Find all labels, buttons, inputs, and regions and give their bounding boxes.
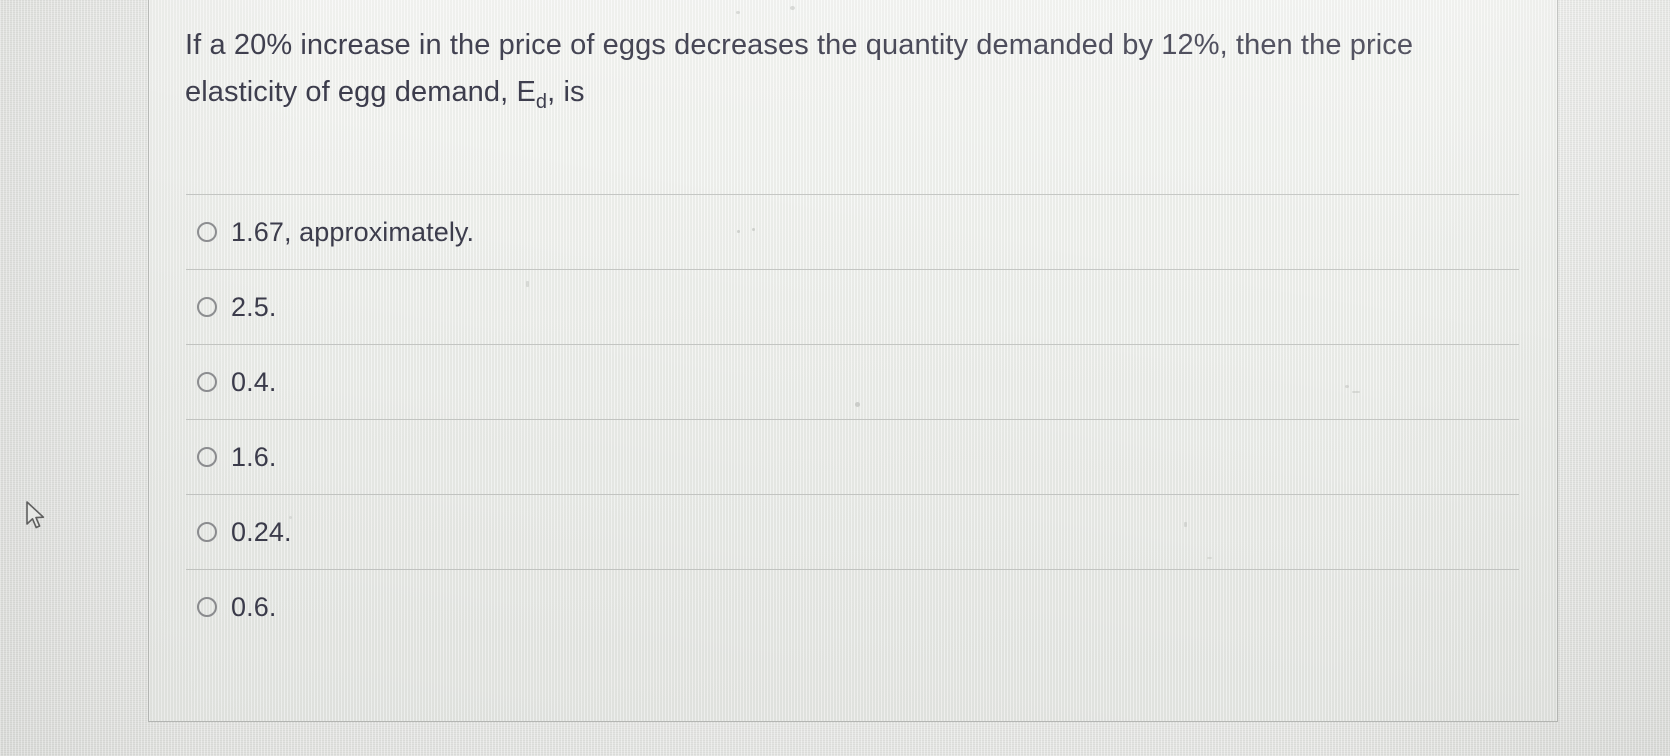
option-label-f: 0.6. [231,591,277,622]
question-line-1: If a 20% increase in the price of eggs d… [185,29,1342,61]
option-row-a[interactable]: 1.67, approximately. [186,194,1519,269]
option-row-e[interactable]: 0.24. [186,494,1519,569]
radio-unchecked-icon[interactable] [197,222,217,242]
option-label-b: 2.5. [231,291,277,322]
option-label-e: 0.24. [231,516,292,547]
question-subscript-d: d [535,90,548,113]
option-row-c[interactable]: 0.4. [186,344,1519,419]
question-line-2-before: price elasticity of egg demand, E [185,29,1414,108]
radio-unchecked-icon[interactable] [197,372,217,392]
radio-unchecked-icon[interactable] [197,522,217,542]
option-label-c: 0.4. [231,366,277,397]
radio-unchecked-icon[interactable] [197,447,217,467]
radio-unchecked-icon[interactable] [197,597,217,617]
option-row-b[interactable]: 2.5. [186,269,1519,344]
question-line-2-after: , is [547,76,585,108]
question-card: If a 20% increase in the price of eggs d… [148,0,1558,722]
option-label-a: 1.67, approximately. [231,216,475,247]
radio-unchecked-icon[interactable] [197,297,217,317]
question-text: If a 20% increase in the price of eggs d… [185,22,1515,116]
option-row-d[interactable]: 1.6. [186,419,1519,494]
option-label-d: 1.6. [231,441,277,472]
answer-options-list: 1.67, approximately. 2.5. 0.4. 1.6. 0.24… [149,194,1557,644]
option-row-f[interactable]: 0.6. [186,569,1519,644]
question-card-content: If a 20% increase in the price of eggs d… [149,0,1557,722]
